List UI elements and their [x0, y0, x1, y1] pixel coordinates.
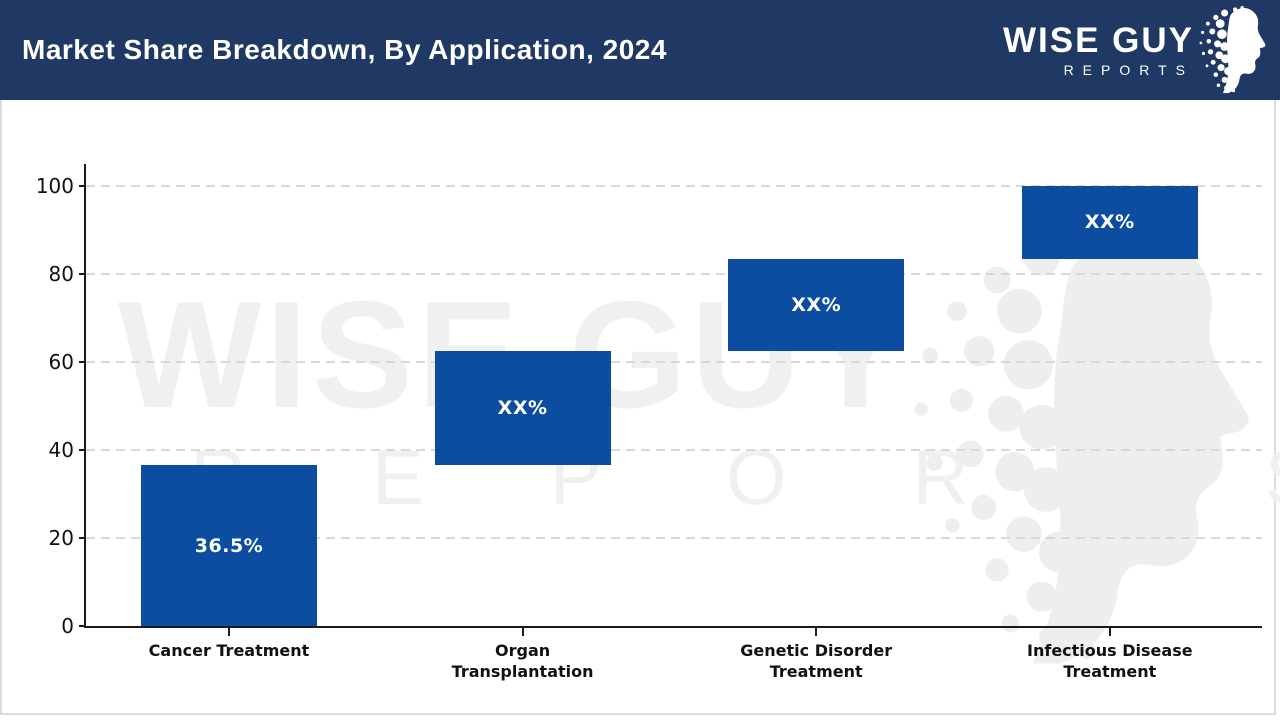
gridline-100 [86, 185, 1262, 187]
bar-1: 36.5% [141, 465, 317, 626]
y-tick-label-100: 100 [35, 174, 74, 198]
bar-2: XX% [434, 351, 611, 466]
logo-wordmark: WISE GUY REPORTS [1003, 23, 1194, 77]
x-category-label-3: Genetic Disorder Treatment [740, 641, 893, 681]
gridline-80 [86, 273, 1262, 275]
bar-value-label-3: XX% [791, 293, 842, 316]
x-tick-mark-3 [815, 628, 818, 636]
header: Market Share Breakdown, By Application, … [0, 0, 1280, 100]
y-tick-label-40: 40 [48, 438, 74, 462]
bar-value-label-1: 36.5% [194, 534, 264, 557]
x-axis-line [84, 626, 1262, 628]
y-tick-label-80: 80 [48, 262, 74, 286]
x-tick-mark-2 [521, 628, 524, 636]
y-tick-mark-0 [79, 625, 86, 627]
logo-wordmark-line1: WISE GUY [1002, 21, 1194, 60]
gridline-60 [86, 361, 1262, 363]
gridline-20 [86, 537, 1262, 539]
x-category-label-2: Organ Transplantation [451, 641, 594, 681]
bar-3: XX% [728, 258, 905, 351]
x-category-label-1: Cancer Treatment [148, 641, 310, 660]
page-title: Market Share Breakdown, By Application, … [22, 34, 667, 65]
gridline-40 [86, 449, 1262, 451]
y-tick-label-20: 20 [48, 526, 74, 550]
y-tick-label-60: 60 [48, 350, 74, 374]
logo-wordmark-line2: REPORTS [1063, 62, 1194, 78]
y-tick-mark-80 [79, 273, 86, 275]
y-tick-mark-60 [79, 361, 86, 363]
y-tick-label-0: 0 [61, 614, 74, 638]
y-tick-mark-100 [79, 185, 86, 187]
bar-value-label-4: XX% [1084, 211, 1135, 234]
wiseguy-logo: WISE GUY REPORTS [1003, 4, 1270, 96]
y-axis-line [84, 164, 86, 628]
y-tick-mark-20 [79, 537, 86, 539]
bar-value-label-2: XX% [497, 397, 548, 420]
bar-4: XX% [1021, 186, 1198, 259]
y-tick-mark-40 [79, 449, 86, 451]
x-tick-mark-4 [1108, 628, 1111, 636]
x-category-label-4: Infectious Disease Treatment [1027, 641, 1193, 681]
x-tick-mark-1 [228, 628, 230, 636]
